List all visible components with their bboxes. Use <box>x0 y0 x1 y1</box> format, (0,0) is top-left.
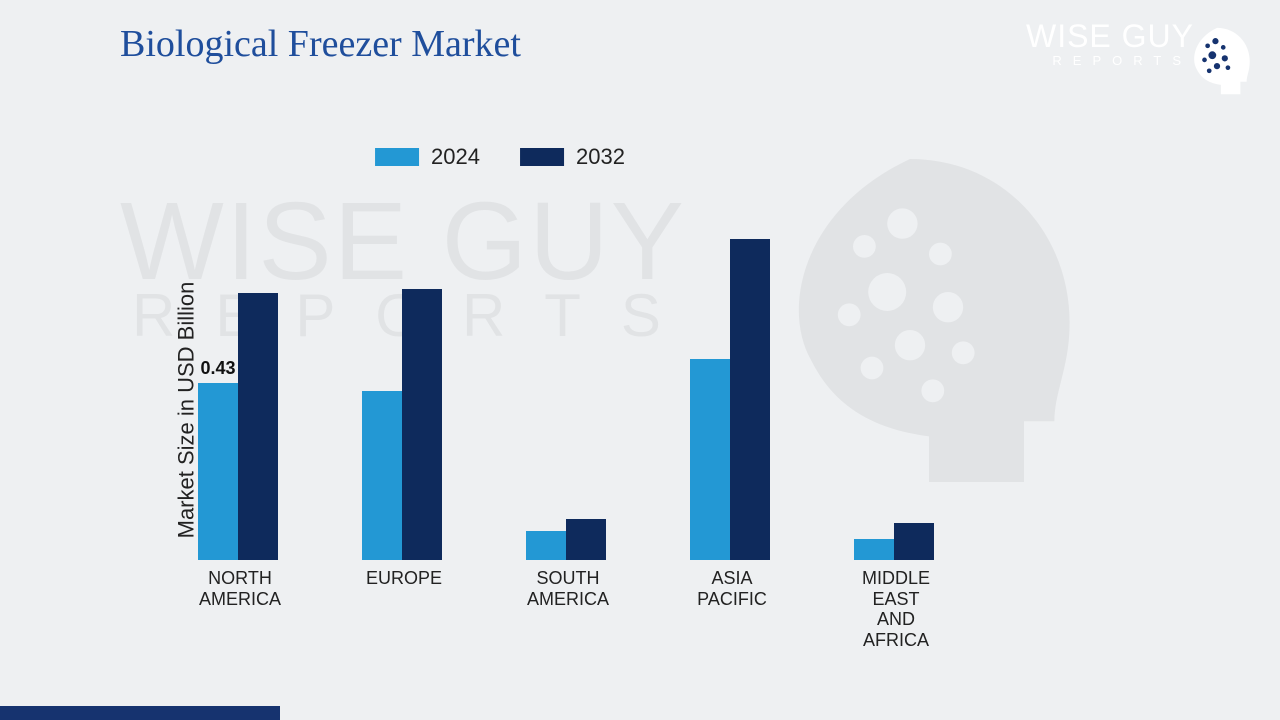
legend-label-2024: 2024 <box>431 144 480 170</box>
logo-text-sub: REPORTS <box>1026 53 1194 68</box>
legend-label-2032: 2032 <box>576 144 625 170</box>
chart-legend: 2024 2032 <box>375 144 625 170</box>
bar-series-b <box>894 523 934 560</box>
bar-series-a <box>690 359 730 560</box>
bar-series-a <box>854 539 894 560</box>
x-axis-label: EUROPE <box>366 568 442 589</box>
legend-item-2032: 2032 <box>520 144 625 170</box>
brand-logo: WISE GUY REPORTS <box>1026 18 1250 68</box>
x-axis-label: MIDDLE EAST AND AFRICA <box>862 568 930 651</box>
x-axis-label: ASIA PACIFIC <box>697 568 767 609</box>
plot-area: NORTH AMERICAEUROPESOUTH AMERICAASIA PAC… <box>140 190 940 560</box>
bar-value-label: 0.43 <box>193 358 243 379</box>
bar-chart: Market Size in USD Billion 2024 2032 NOR… <box>60 150 940 670</box>
bar-series-b <box>402 289 442 560</box>
legend-item-2024: 2024 <box>375 144 480 170</box>
infographic-canvas: Biological Freezer Market WISE GUY REPOR… <box>0 0 1280 720</box>
chart-title: Biological Freezer Market <box>120 22 521 66</box>
bar-series-b <box>238 293 278 560</box>
legend-swatch-2024 <box>375 148 419 166</box>
bar-series-b <box>566 519 606 560</box>
x-axis-label: NORTH AMERICA <box>199 568 281 609</box>
decor-bottom-strip <box>0 706 280 720</box>
bar-series-a <box>526 531 566 560</box>
x-axis-label: SOUTH AMERICA <box>527 568 609 609</box>
legend-swatch-2032 <box>520 148 564 166</box>
bar-series-a <box>198 383 238 560</box>
logo-text-main: WISE GUY <box>1026 18 1194 55</box>
bar-series-b <box>730 239 770 560</box>
bar-series-a <box>362 391 402 560</box>
